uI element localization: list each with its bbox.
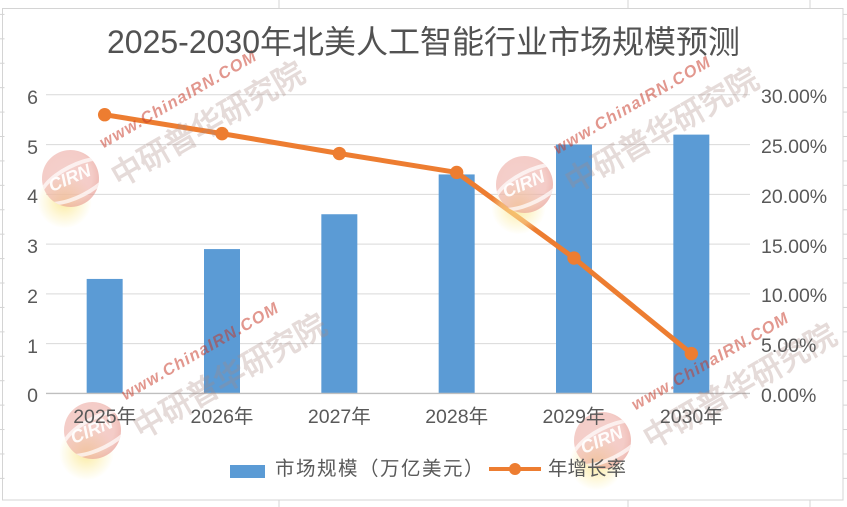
bar-2027年: [321, 214, 358, 394]
legend-line-label: 年增长率: [548, 458, 627, 480]
line-marker-2025年: [97, 108, 112, 122]
right-axis-tick-10.00%: 10.00%: [761, 285, 828, 308]
left-axis-tick-3: 3: [27, 236, 38, 259]
growth-line: [102, 112, 694, 357]
right-axis-tick-20.00%: 20.00%: [761, 185, 828, 208]
line-marker-2029年: [567, 251, 581, 265]
right-axis-tick-0.00%: 0.00%: [761, 384, 817, 407]
legend-bar-swatch: [230, 464, 265, 478]
line-marker-2026年: [215, 126, 229, 141]
left-axis-tick-2: 2: [27, 285, 38, 308]
left-axis-tick-5: 5: [27, 136, 38, 159]
bar-2026年: [204, 249, 240, 394]
x-axis-label-2026年: 2026年: [190, 405, 254, 428]
bar-2025年: [86, 278, 123, 394]
x-axis-label-2025年: 2025年: [73, 405, 137, 428]
right-axis-tick-15.00%: 15.00%: [761, 235, 828, 258]
right-axis-tick-25.00%: 25.00%: [761, 136, 828, 159]
x-axis-label-2027年: 2027年: [307, 405, 371, 428]
line-marker-2027年: [332, 146, 347, 161]
left-axis-tick-4: 4: [27, 186, 38, 209]
legend: 市场规模（万亿美元） 年增长率: [230, 456, 626, 482]
legend-line-dot: [509, 463, 522, 475]
line-marker-2030年: [684, 346, 699, 361]
x-axis-label-2028年: 2028年: [425, 405, 489, 428]
x-axis-label-2030年: 2030年: [659, 405, 723, 428]
right-axis-tick-5.00%: 5.00%: [761, 335, 817, 358]
left-axis-tick-6: 6: [27, 86, 38, 109]
line-marker-2028年: [449, 165, 464, 180]
chart-frame: [2, 8, 844, 501]
bar-2028年: [438, 174, 475, 394]
chart-title: 2025-2030年北美人工智能行业市场规模预测: [106, 24, 741, 60]
left-axis-tick-0: 0: [27, 385, 38, 408]
legend-bar-label: 市场规模（万亿美元）: [275, 458, 486, 480]
legend-line-marker: [489, 462, 542, 476]
left-axis-tick-1: 1: [27, 335, 38, 358]
x-axis-label-2029年: 2029年: [542, 405, 606, 428]
right-axis-tick-30.00%: 30.00%: [761, 86, 828, 109]
